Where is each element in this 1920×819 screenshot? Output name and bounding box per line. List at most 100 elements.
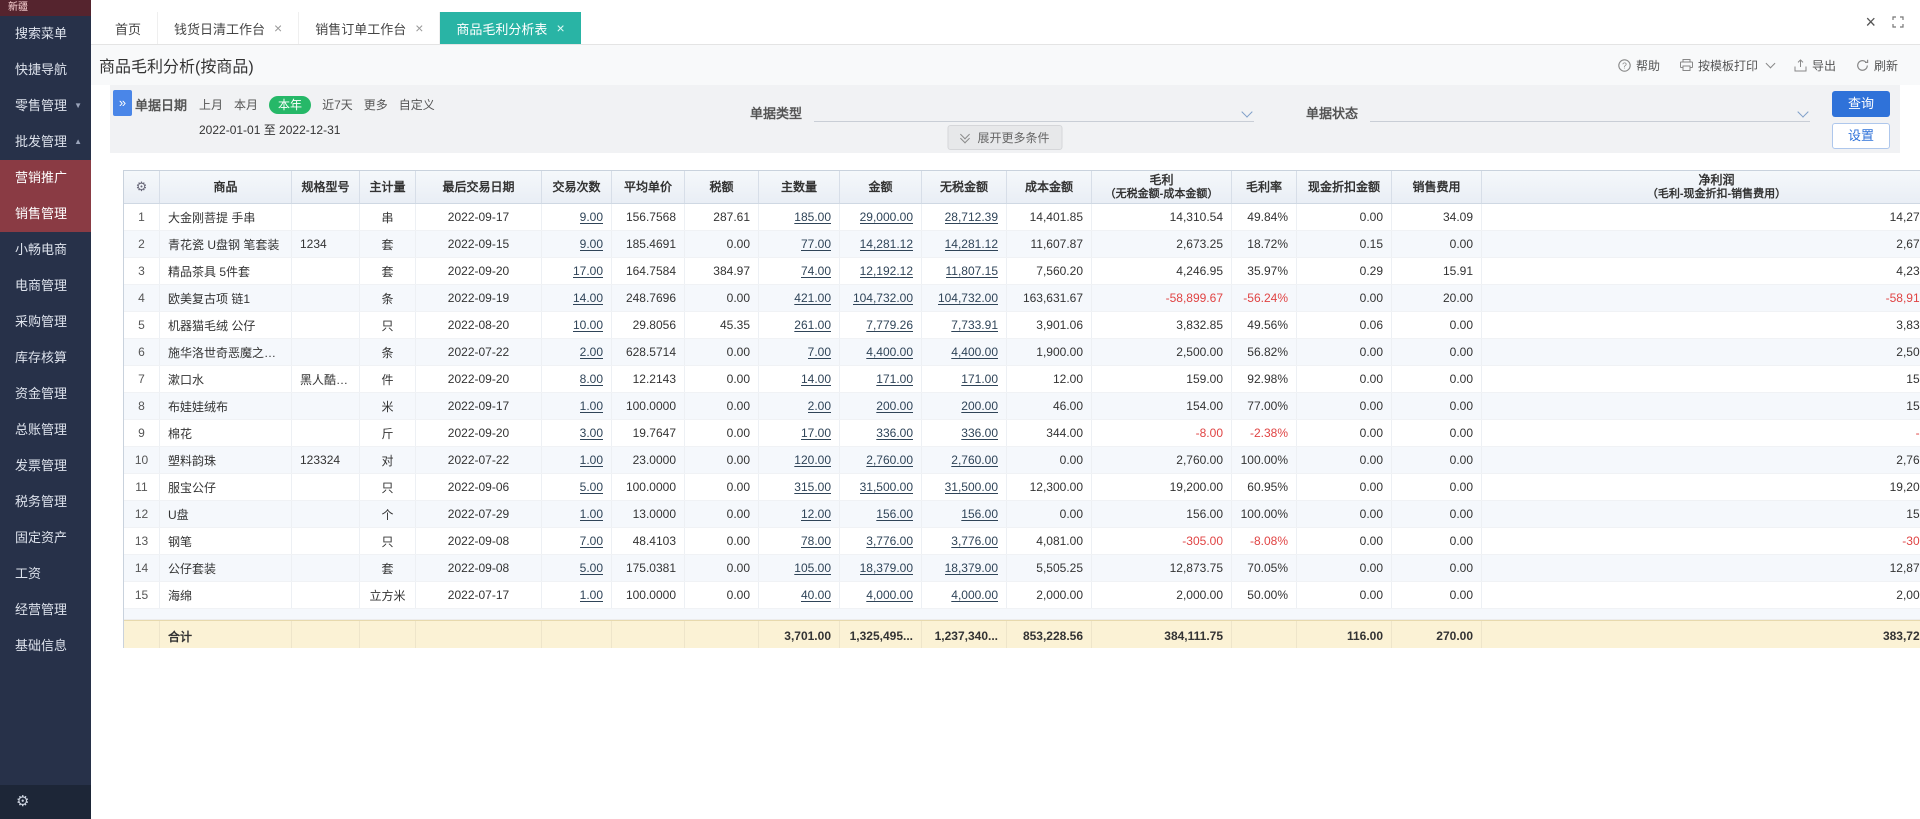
cell-value[interactable]: 171.00: [876, 372, 913, 386]
cell-value[interactable]: 120.00: [794, 453, 831, 467]
cell-value[interactable]: 14,281.12: [944, 237, 998, 251]
cell-value[interactable]: 31,500.00: [859, 480, 913, 494]
cell-value[interactable]: 9.00: [579, 237, 603, 251]
cell-value[interactable]: 171.00: [961, 372, 998, 386]
export-button[interactable]: 导出: [1794, 57, 1836, 74]
quick-filter-本月[interactable]: 本月: [234, 97, 259, 112]
column-header-gross[interactable]: 毛利 （无税金额-成本金额）: [1092, 171, 1232, 203]
column-header-avg_price[interactable]: 平均单价: [612, 171, 685, 203]
close-icon[interactable]: ×: [274, 20, 283, 36]
cell-value[interactable]: 7,733.91: [951, 318, 998, 332]
cell-value[interactable]: 4,000.00: [866, 588, 913, 602]
quick-filter-本年[interactable]: 本年: [269, 95, 312, 114]
column-header-spec[interactable]: 规格型号: [292, 171, 360, 203]
sidebar-item-资金管理[interactable]: 资金管理: [0, 376, 91, 412]
sidebar-item-税务管理[interactable]: 税务管理: [0, 484, 91, 520]
cell-value[interactable]: 12,192.12: [859, 264, 913, 278]
cell-value[interactable]: 2.00: [807, 399, 831, 413]
sidebar-item-基础信息[interactable]: 基础信息: [0, 628, 91, 664]
settings-button[interactable]: 设置: [1832, 123, 1890, 149]
cell-value[interactable]: 4,400.00: [951, 345, 998, 359]
sidebar-item-固定资产[interactable]: 固定资产: [0, 520, 91, 556]
column-header-tax[interactable]: 税额: [685, 171, 759, 203]
column-header-qty[interactable]: 主数量: [759, 171, 840, 203]
cell-value[interactable]: 3.00: [579, 426, 603, 440]
sidebar-item-零售管理[interactable]: 零售管理 ▼: [0, 88, 91, 124]
cell-value[interactable]: 74.00: [800, 264, 831, 278]
quick-filter-近7天[interactable]: 近7天: [322, 97, 353, 112]
table-row[interactable]: 13 钢笔 只 2022-09-08 7.00 48.4103 0.00 78.00 3,776…: [124, 528, 1920, 555]
refresh-button[interactable]: 刷新: [1856, 57, 1898, 74]
column-header-times[interactable]: 交易次数: [542, 171, 612, 203]
cell-value[interactable]: 2,760.00: [866, 453, 913, 467]
table-row[interactable]: 8 布娃娃绒布 米 2022-09-17 1.00 100.0000 0.00 2.00 200…: [124, 393, 1920, 420]
sidebar-item-小畅电商[interactable]: 小畅电商: [0, 232, 91, 268]
column-header-amount[interactable]: 金额: [840, 171, 922, 203]
column-header-num[interactable]: ⚙: [124, 171, 160, 203]
table-row[interactable]: 1 大金刚菩提 手串 串 2022-09-17 9.00 156.7568 287.61 18…: [124, 204, 1920, 231]
quick-filter-自定义[interactable]: 自定义: [398, 97, 435, 112]
cell-value[interactable]: 104,732.00: [937, 291, 998, 305]
close-icon[interactable]: ×: [415, 20, 424, 36]
cell-value[interactable]: 18,379.00: [859, 561, 913, 575]
gear-icon[interactable]: ⚙: [135, 179, 148, 194]
tab-首页[interactable]: 首页: [99, 12, 159, 44]
cell-value[interactable]: 336.00: [876, 426, 913, 440]
cell-value[interactable]: 40.00: [800, 588, 831, 602]
cell-value[interactable]: 1.00: [579, 588, 603, 602]
cell-value[interactable]: 1.00: [579, 453, 603, 467]
query-button[interactable]: 查询: [1832, 91, 1890, 117]
cell-value[interactable]: 5.00: [579, 480, 603, 494]
table-row[interactable]: 9 棉花 斤 2022-09-20 3.00 19.7647 0.00 17.00 336.00…: [124, 420, 1920, 447]
column-header-discount[interactable]: 现金折扣金额: [1297, 171, 1392, 203]
sidebar-item-电商管理[interactable]: 电商管理: [0, 268, 91, 304]
cell-value[interactable]: 9.00: [579, 210, 603, 224]
cell-value[interactable]: 7,779.26: [866, 318, 913, 332]
cell-value[interactable]: 7.00: [807, 345, 831, 359]
column-header-expense[interactable]: 销售费用: [1392, 171, 1482, 203]
sidebar-item-采购管理[interactable]: 采购管理: [0, 304, 91, 340]
quick-filter-上月[interactable]: 上月: [199, 97, 224, 112]
cell-value[interactable]: 104,732.00: [852, 291, 913, 305]
cell-value[interactable]: 10.00: [572, 318, 603, 332]
sidebar-item-快捷导航[interactable]: 快捷导航: [0, 52, 91, 88]
cell-value[interactable]: 105.00: [794, 561, 831, 575]
print-template-button[interactable]: 按模板打印: [1679, 57, 1776, 74]
table-row[interactable]: 6 施华洛世奇恶魔之眼手... 条 2022-07-22 2.00 628.5714 0.0…: [124, 339, 1920, 366]
table-row[interactable]: 4 欧美复古项 链1 条 2022-09-19 14.00 248.7696 0.00 421…: [124, 285, 1920, 312]
table-row[interactable]: 14 公仔套装 套 2022-09-08 5.00 175.0381 0.00 105.00 1…: [124, 555, 1920, 582]
cell-value[interactable]: 3,776.00: [951, 534, 998, 548]
tab-钱货日清工作台[interactable]: 钱货日清工作台 ×: [158, 12, 300, 44]
table-row[interactable]: 2 青花瓷 U盘钢 笔套装 1234 套 2022-09-15 9.00 185.4691 0…: [124, 231, 1920, 258]
tab-销售订单工作台[interactable]: 销售订单工作台 ×: [299, 12, 441, 44]
cell-value[interactable]: 78.00: [800, 534, 831, 548]
cell-value[interactable]: 7.00: [579, 534, 603, 548]
cell-value[interactable]: 336.00: [961, 426, 998, 440]
tab-商品毛利分析表[interactable]: 商品毛利分析表 ×: [440, 12, 581, 44]
cell-value[interactable]: 18,379.00: [944, 561, 998, 575]
cell-value[interactable]: 11,807.15: [945, 264, 999, 278]
cell-value[interactable]: 4,400.00: [866, 345, 913, 359]
table-row[interactable]: 12 U盘 个 2022-07-29 1.00 13.0000 0.00 12.00 156.0…: [124, 501, 1920, 528]
cell-value[interactable]: 156.00: [961, 507, 998, 521]
column-header-cost[interactable]: 成本金额: [1007, 171, 1092, 203]
cell-value[interactable]: 421.00: [794, 291, 831, 305]
cell-value[interactable]: 77.00: [800, 237, 831, 251]
date-range-value[interactable]: 2022-01-01 至 2022-12-31: [199, 123, 341, 137]
sidebar-item-经营管理[interactable]: 经营管理: [0, 592, 91, 628]
cell-value[interactable]: 29,000.00: [859, 210, 913, 224]
column-header-gross_rate[interactable]: 毛利率: [1232, 171, 1297, 203]
help-button[interactable]: ? 帮助: [1618, 57, 1660, 74]
cell-value[interactable]: 8.00: [579, 372, 603, 386]
cell-value[interactable]: 14.00: [572, 291, 603, 305]
sidebar-item-搜索菜单[interactable]: 搜索菜单: [0, 16, 91, 52]
sidebar-item-销售管理[interactable]: 销售管理: [0, 196, 91, 232]
cell-value[interactable]: 12.00: [800, 507, 831, 521]
column-header-net[interactable]: 净利润 （毛利-现金折扣-销售费用）: [1482, 171, 1920, 203]
table-row[interactable]: 5 机器猫毛绒 公仔 只 2022-08-20 10.00 29.8056 45.35 261…: [124, 312, 1920, 339]
sidebar-item-总账管理[interactable]: 总账管理: [0, 412, 91, 448]
cell-value[interactable]: 14.00: [800, 372, 831, 386]
cell-value[interactable]: 1.00: [579, 507, 603, 521]
cell-value[interactable]: 28,712.39: [944, 210, 998, 224]
cell-value[interactable]: 2.00: [579, 345, 603, 359]
